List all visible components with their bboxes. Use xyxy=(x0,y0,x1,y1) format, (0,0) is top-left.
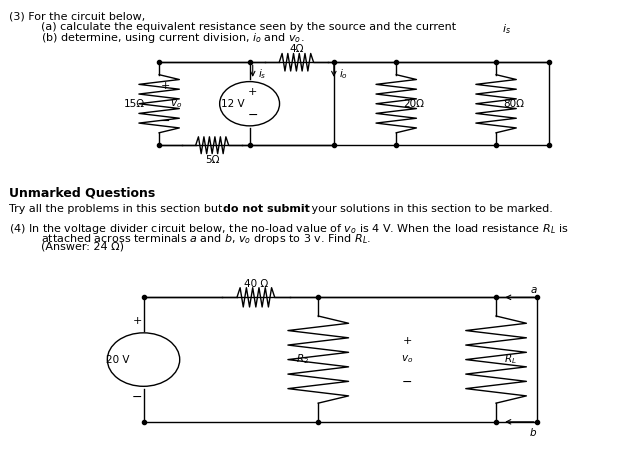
Text: −: − xyxy=(132,391,142,404)
Text: Try all the problems in this section but: Try all the problems in this section but xyxy=(9,204,227,214)
Text: 5Ω: 5Ω xyxy=(205,155,220,165)
Text: attached across terminals $a$ and $b$, $v_o$ drops to 3 v. Find $R_L$.: attached across terminals $a$ and $b$, $… xyxy=(41,232,371,246)
Text: 20 V: 20 V xyxy=(106,355,130,365)
Text: $a$: $a$ xyxy=(530,285,537,295)
Text: 12 V: 12 V xyxy=(221,99,245,109)
Text: $v_o$: $v_o$ xyxy=(170,98,183,110)
Text: +: + xyxy=(132,316,142,326)
Text: 40 Ω: 40 Ω xyxy=(244,279,268,289)
Text: $b$: $b$ xyxy=(530,426,537,437)
Text: 15Ω: 15Ω xyxy=(124,99,145,109)
Text: +: + xyxy=(160,81,170,91)
Text: 80Ω: 80Ω xyxy=(504,99,525,109)
Text: +: + xyxy=(248,87,258,96)
Text: Unmarked Questions: Unmarked Questions xyxy=(9,187,155,200)
Text: 20Ω: 20Ω xyxy=(404,99,425,109)
Text: +: + xyxy=(402,336,412,346)
Text: (a) calculate the equivalent resistance seen by the source and the current: (a) calculate the equivalent resistance … xyxy=(41,22,459,32)
Text: (b) determine, using current division, $i_o$ and $v_o$.: (b) determine, using current division, $… xyxy=(41,31,304,45)
Text: $i_s$: $i_s$ xyxy=(258,67,266,81)
Text: do not submit: do not submit xyxy=(223,204,310,214)
Text: −: − xyxy=(402,376,412,389)
Text: $R_L$: $R_L$ xyxy=(504,353,517,366)
Text: your solutions in this section to be marked.: your solutions in this section to be mar… xyxy=(308,204,552,214)
Text: −: − xyxy=(160,115,170,128)
Text: 4Ω: 4Ω xyxy=(289,44,304,54)
Text: $i_s$: $i_s$ xyxy=(502,22,511,36)
Text: $i_o$: $i_o$ xyxy=(339,67,348,81)
Text: (Answer: 24 Ω): (Answer: 24 Ω) xyxy=(41,242,124,252)
Text: $v_o$: $v_o$ xyxy=(401,354,413,366)
Text: (4) In the voltage divider circuit below, the no-load value of $v_o$ is 4 V. Whe: (4) In the voltage divider circuit below… xyxy=(9,222,569,236)
Text: $R_2$: $R_2$ xyxy=(296,353,309,366)
Text: (3) For the circuit below,: (3) For the circuit below, xyxy=(9,12,145,22)
Text: −: − xyxy=(248,109,258,122)
